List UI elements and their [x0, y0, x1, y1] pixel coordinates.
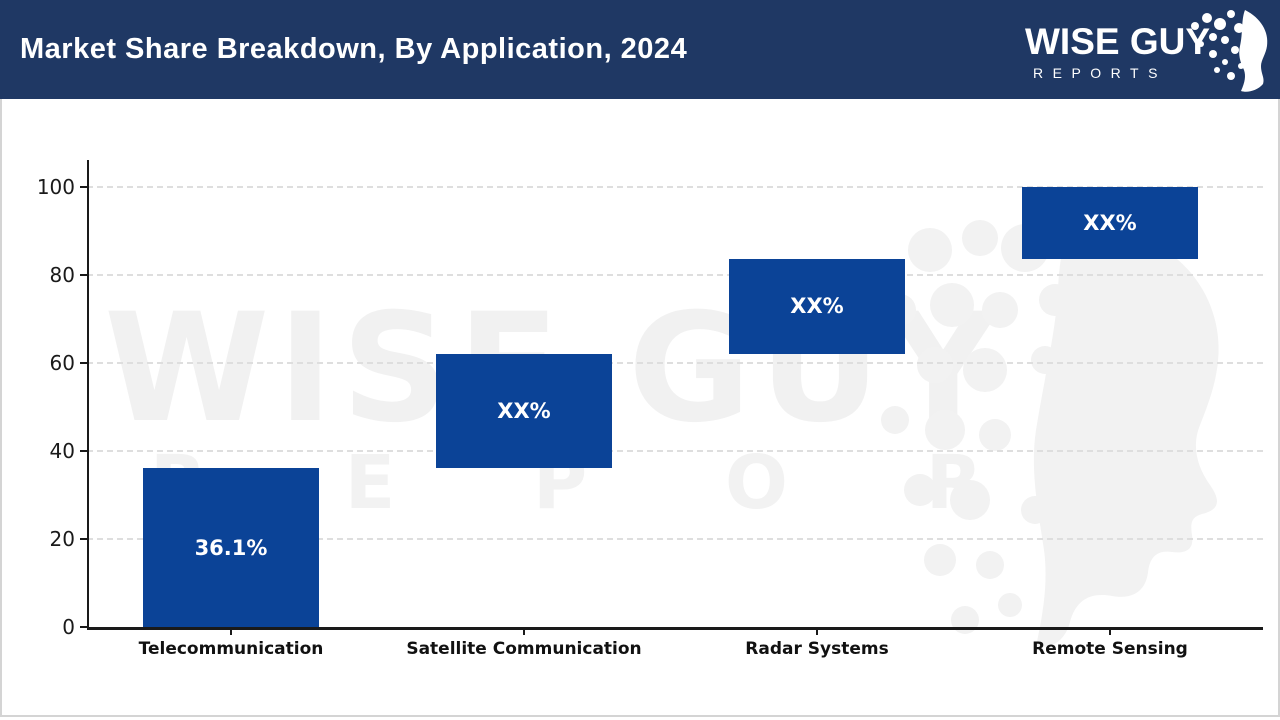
gridline-80 [87, 274, 1263, 276]
logo-wordmark: WISE GUY [1025, 21, 1210, 62]
y-tick-label-20: 20 [49, 527, 75, 551]
x-tick-0 [230, 629, 232, 635]
bar-radar-systems: XX% [729, 258, 905, 355]
y-tick-label-100: 100 [36, 175, 75, 199]
gridline-20 [87, 538, 1263, 540]
x-axis-label-2: Radar Systems [745, 639, 889, 659]
y-tick-20 [80, 538, 87, 540]
y-tick-60 [80, 362, 87, 364]
logo-subtext: REPORTS [1033, 65, 1167, 81]
x-axis-spine [87, 627, 1263, 630]
bar-satellite-communication: XX% [436, 354, 612, 469]
x-axis-label-3: Remote Sensing [1032, 639, 1188, 659]
y-tick-0 [80, 626, 87, 628]
wise-guy-reports-logo: WISE GUY REPORTS [1025, 10, 1268, 92]
y-tick-label-0: 0 [62, 615, 75, 639]
x-axis-label-1: Satellite Communication [406, 639, 642, 659]
x-tick-3 [1109, 629, 1111, 635]
y-tick-label-80: 80 [49, 263, 75, 287]
x-tick-1 [523, 629, 525, 635]
bar-telecommunication: 36.1% [143, 468, 319, 627]
x-tick-2 [816, 629, 818, 635]
gridline-100 [87, 186, 1263, 188]
header-band: Market Share Breakdown, By Application, … [0, 0, 1280, 99]
gridline-40 [87, 450, 1263, 452]
y-tick-40 [80, 450, 87, 452]
bar-remote-sensing: XX% [1022, 187, 1198, 259]
logo-dotted-head-icon [1191, 10, 1268, 92]
bar-value-label: 36.1% [194, 535, 268, 560]
card-border-left [0, 99, 2, 717]
bar-value-label: XX% [497, 399, 551, 424]
y-axis-spine [87, 160, 89, 629]
x-axis-label-0: Telecommunication [138, 639, 324, 659]
gridline-60 [87, 362, 1263, 364]
y-tick-label-40: 40 [49, 439, 75, 463]
card-border-right [1278, 99, 1280, 717]
chart-title: Market Share Breakdown, By Application, … [20, 33, 688, 65]
card-border-bottom [0, 715, 1280, 717]
watermark-dotted-head-icon [881, 220, 1219, 647]
y-tick-80 [80, 274, 87, 276]
bar-value-label: XX% [1083, 210, 1137, 235]
plot-area: 0 20 40 60 80 100 36.1% Telecommunication XX% Sat… [0, 99, 1280, 717]
y-tick-100 [80, 186, 87, 188]
y-tick-label-60: 60 [49, 351, 75, 375]
bar-value-label: XX% [790, 294, 844, 319]
